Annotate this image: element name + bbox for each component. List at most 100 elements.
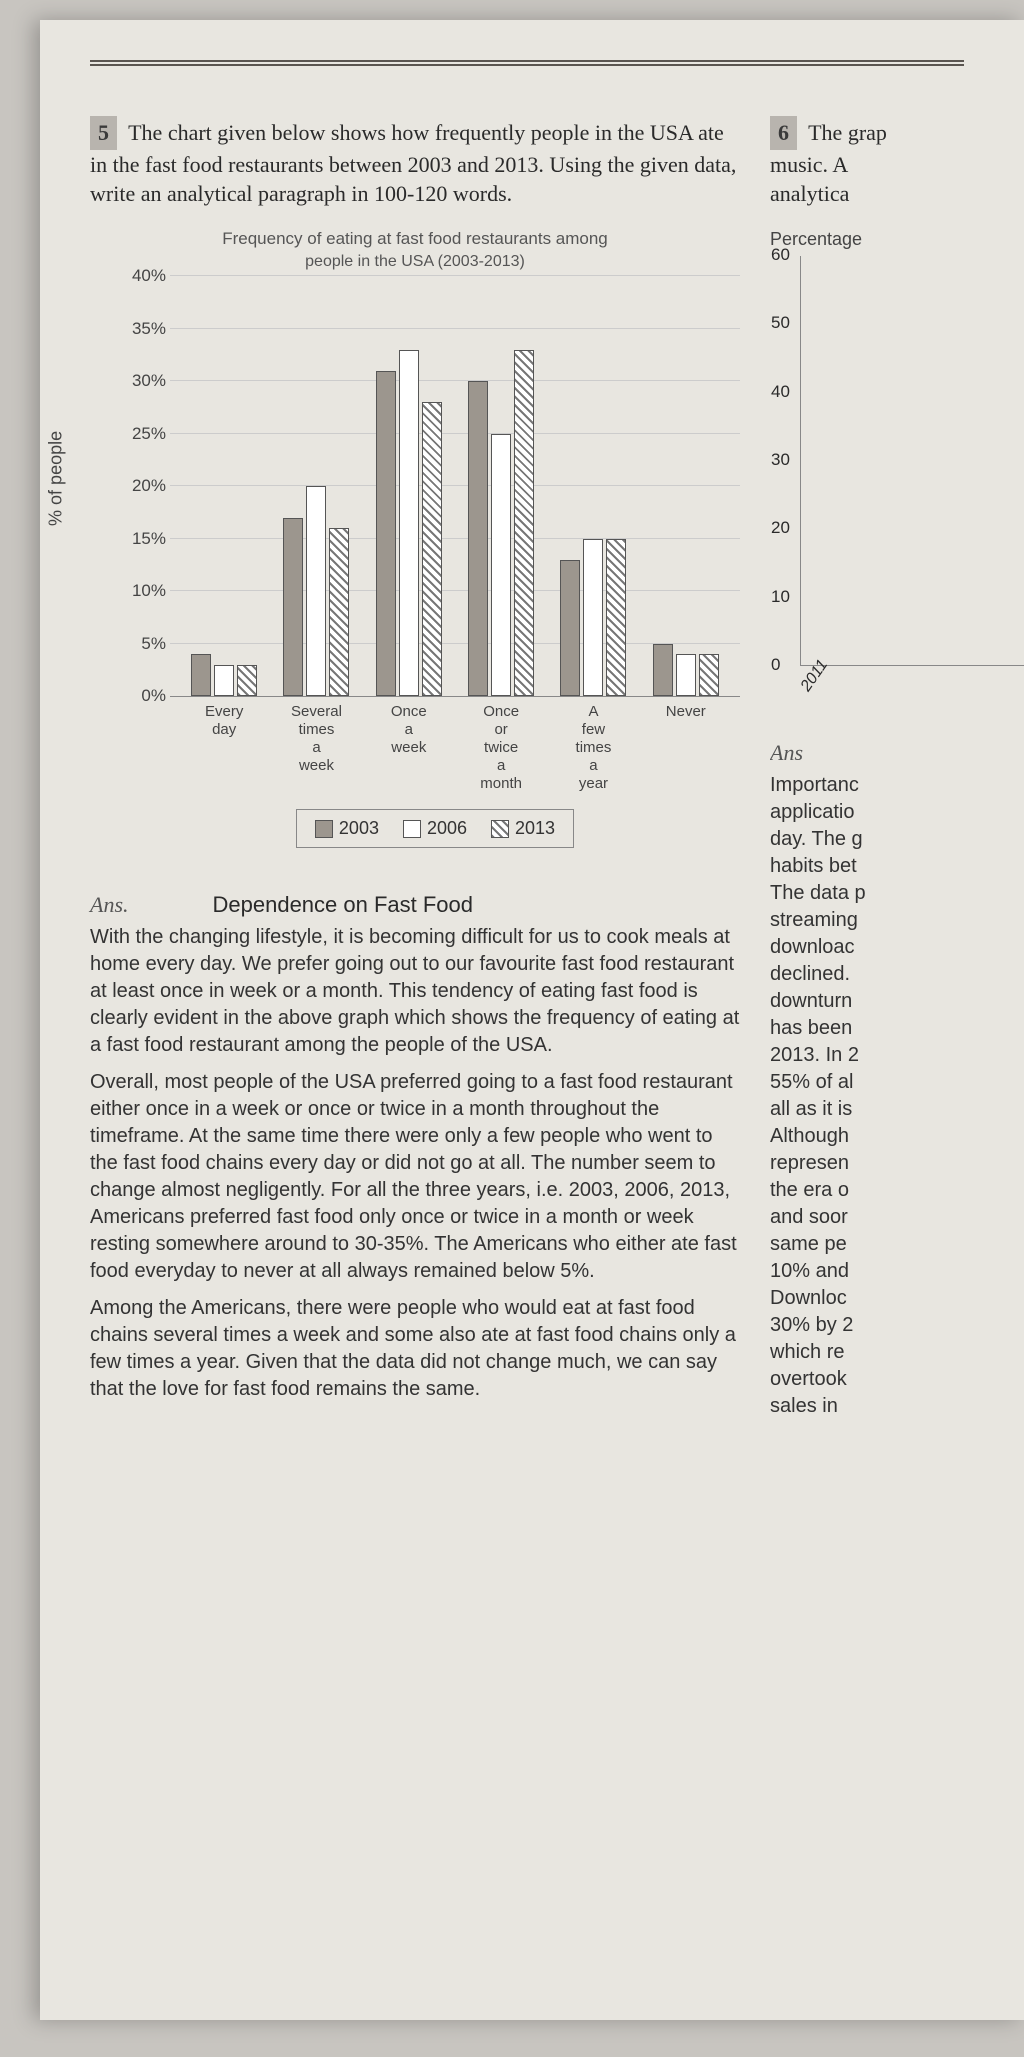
answer-line: which re xyxy=(770,1339,1024,1366)
answer-paragraph: Overall, most people of the USA preferre… xyxy=(90,1069,740,1285)
x-tick-label: Afewtimesayear xyxy=(553,703,633,793)
legend-swatch xyxy=(403,820,421,838)
y-tick: 0 xyxy=(771,655,780,675)
y-tick: 10 xyxy=(771,587,790,607)
q5-chart: Frequency of eating at fast food restaur… xyxy=(90,229,740,848)
answer-line: The data p xyxy=(770,880,1024,907)
answer-line: Importanc xyxy=(770,772,1024,799)
question-6-text: 6 The grap music. A analytica xyxy=(770,116,1024,209)
question-number-6: 6 xyxy=(770,116,797,150)
question-5-column: 5 The chart given below shows how freque… xyxy=(90,116,740,1420)
bar xyxy=(191,654,211,696)
answer-line: day. The g xyxy=(770,826,1024,853)
answer-line: applicatio xyxy=(770,799,1024,826)
y-axis-label: % of people xyxy=(46,430,67,525)
y-tick: 35% xyxy=(122,319,166,339)
bar xyxy=(653,644,673,697)
answer-label: Ans. xyxy=(90,892,129,918)
answer-paragraph: With the changing lifestyle, it is becom… xyxy=(90,924,740,1059)
q6-chart-area: 2011 0102030405060 xyxy=(800,256,1024,666)
answer-line: all as it is xyxy=(770,1096,1024,1123)
chart-legend: 200320062013 xyxy=(296,809,574,848)
x-axis-labels: EverydaySeveraltimesaweekOnceaweekOnceor… xyxy=(170,703,740,793)
answer-line: overtook xyxy=(770,1366,1024,1393)
answer-line: sales in xyxy=(770,1393,1024,1420)
answer-line: represen xyxy=(770,1150,1024,1177)
y-tick: 20% xyxy=(122,476,166,496)
answer-line: declined. xyxy=(770,961,1024,988)
answer-line: 10% and xyxy=(770,1258,1024,1285)
y-tick: 25% xyxy=(122,424,166,444)
answer-line: 30% by 2 xyxy=(770,1312,1024,1339)
q6-line1: music. A xyxy=(770,152,848,177)
bar xyxy=(422,402,442,696)
bar xyxy=(468,381,488,696)
answer-line: Downloc xyxy=(770,1285,1024,1312)
bar xyxy=(676,654,696,696)
answer-paragraph: Among the Americans, there were people w… xyxy=(90,1295,740,1403)
x-tick-label: Everyday xyxy=(184,703,264,793)
top-rule xyxy=(90,60,964,66)
y-tick: 30 xyxy=(771,450,790,470)
y-tick: 0% xyxy=(122,686,166,706)
question-5-text: 5 The chart given below shows how freque… xyxy=(90,116,740,209)
q6-answer-label: Ans xyxy=(770,740,803,766)
answer-body: With the changing lifestyle, it is becom… xyxy=(90,924,740,1403)
legend-item: 2006 xyxy=(403,818,467,839)
bar-group xyxy=(560,539,626,697)
answer-title: Dependence on Fast Food xyxy=(213,892,474,917)
bar xyxy=(560,560,580,697)
y-tick: 5% xyxy=(122,634,166,654)
bar xyxy=(699,654,719,696)
y-tick: 10% xyxy=(122,581,166,601)
legend-item: 2003 xyxy=(315,818,379,839)
chart-title: Frequency of eating at fast food restaur… xyxy=(90,229,740,249)
bar xyxy=(491,434,511,697)
q6-line0: The grap xyxy=(808,120,887,145)
answer-line: and soor xyxy=(770,1204,1024,1231)
question-number-5: 5 xyxy=(90,116,117,150)
y-tick: 30% xyxy=(122,371,166,391)
answer-line: Although xyxy=(770,1123,1024,1150)
bar-group xyxy=(653,644,719,697)
page: 5 The chart given below shows how freque… xyxy=(40,20,1024,2020)
bar xyxy=(329,528,349,696)
bar xyxy=(606,539,626,697)
gridline xyxy=(170,275,740,276)
bar xyxy=(214,665,234,697)
bar xyxy=(399,350,419,697)
answer-5: Ans. Dependence on Fast Food With the ch… xyxy=(90,868,740,1403)
bar xyxy=(583,539,603,697)
x-tick-label: Onceortwiceamonth xyxy=(461,703,541,793)
x-tick-label: Never xyxy=(646,703,726,793)
bar xyxy=(283,518,303,697)
answer-line: same pe xyxy=(770,1231,1024,1258)
y-tick: 60 xyxy=(771,245,790,265)
x-tick-label: Severaltimesaweek xyxy=(276,703,356,793)
y-tick: 40% xyxy=(122,266,166,286)
answer-line: 2013. In 2 xyxy=(770,1042,1024,1069)
bar-group xyxy=(283,486,349,696)
bar xyxy=(306,486,326,696)
question-5-prompt: The chart given below shows how frequent… xyxy=(90,120,736,206)
y-tick: 15% xyxy=(122,529,166,549)
answer-line: 55% of al xyxy=(770,1069,1024,1096)
bar xyxy=(376,371,396,697)
bar-group xyxy=(191,654,257,696)
y-tick: 40 xyxy=(771,382,790,402)
answer-line: streaming xyxy=(770,907,1024,934)
bar xyxy=(237,665,257,697)
q6-line2: analytica xyxy=(770,181,849,206)
legend-label: 2006 xyxy=(427,818,467,839)
q6-chart-title: Percentage xyxy=(770,229,1024,250)
answer-line: downturn xyxy=(770,988,1024,1015)
question-6-column: 6 The grap music. A analytica Percentage… xyxy=(770,116,1024,1420)
bar xyxy=(514,350,534,697)
legend-swatch xyxy=(315,820,333,838)
legend-swatch xyxy=(491,820,509,838)
answer-line: has been xyxy=(770,1015,1024,1042)
y-tick: 50 xyxy=(771,313,790,333)
q6-answer-body: Importancapplicatioday. The ghabits betT… xyxy=(770,772,1024,1420)
bar-group xyxy=(376,350,442,697)
answer-line: the era o xyxy=(770,1177,1024,1204)
